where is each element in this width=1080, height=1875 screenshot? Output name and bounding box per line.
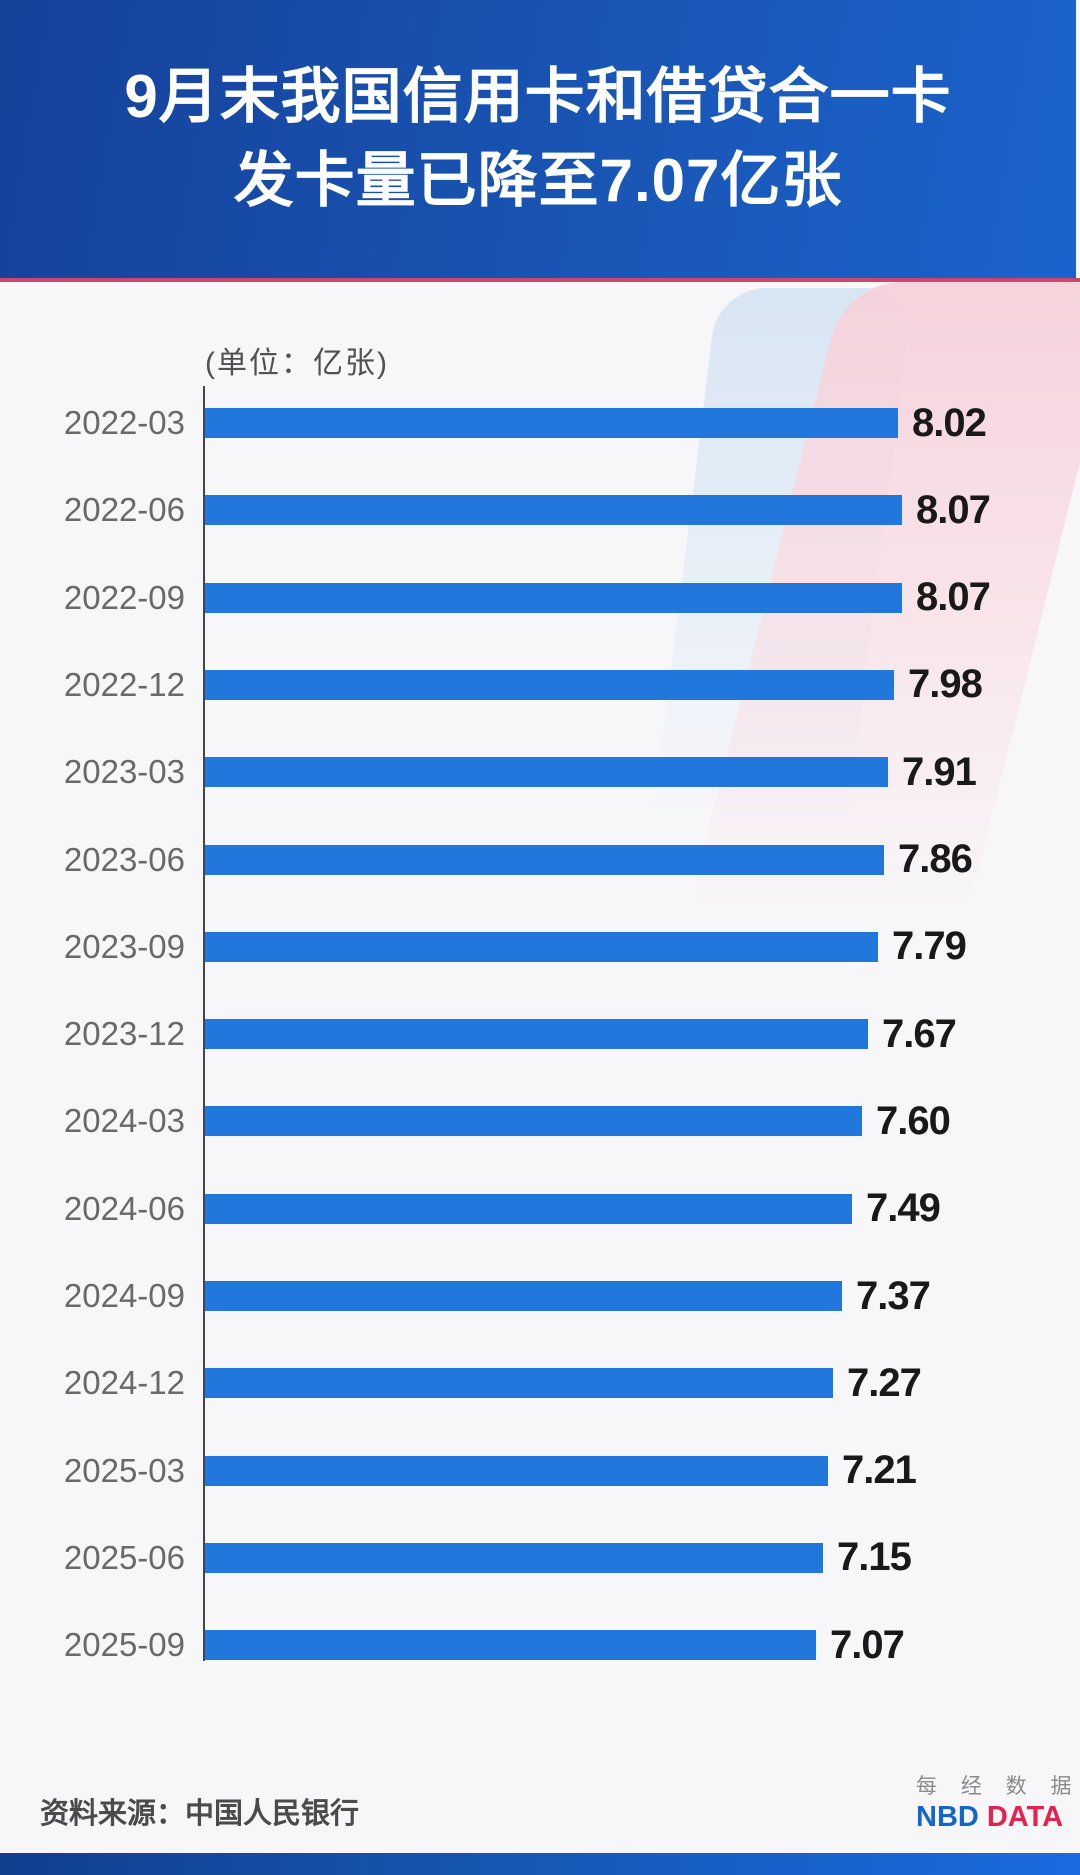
chart-row: 2022-12 7.98 <box>0 662 1080 707</box>
bar <box>205 1106 862 1137</box>
value-label: 8.07 <box>916 487 991 532</box>
bar <box>205 669 894 700</box>
category-label: 2023-12 <box>63 1015 185 1053</box>
bar <box>205 408 898 438</box>
page-title-line1: 9月末我国信用卡和借贷合一卡 <box>124 63 952 130</box>
bar <box>205 1368 833 1399</box>
value-label: 7.98 <box>908 662 983 707</box>
category-label: 2024-06 <box>63 1189 185 1227</box>
category-label: 2023-03 <box>63 753 185 791</box>
category-label: 2025-09 <box>63 1626 185 1664</box>
value-label: 8.07 <box>916 575 991 620</box>
chart-row: 2025-03 7.21 <box>0 1448 1080 1493</box>
bar <box>205 1630 816 1661</box>
bar <box>205 1455 828 1486</box>
logo-english-text: NBD DATA <box>916 1800 1066 1834</box>
chart-row: 2023-03 7.91 <box>0 750 1080 794</box>
category-label: 2024-03 <box>63 1102 185 1140</box>
value-label: 7.27 <box>847 1360 922 1405</box>
bar <box>205 495 902 526</box>
category-label: 2023-09 <box>63 927 185 965</box>
header-banner: 9月末我国信用卡和借贷合一卡 发卡量已降至7.07亿张 <box>0 0 1076 278</box>
value-label: 7.60 <box>876 1098 951 1143</box>
chart-row: 2024-09 7.37 <box>0 1274 1080 1318</box>
value-label: 7.67 <box>882 1011 957 1056</box>
bottom-accent-strip <box>0 1853 1080 1875</box>
chart-row: 2023-09 7.79 <box>0 924 1080 969</box>
category-label: 2022-09 <box>63 578 185 616</box>
logo-nbd-text: NBD <box>916 1801 979 1833</box>
chart-row: 2025-06 7.15 <box>0 1535 1080 1580</box>
category-label: 2025-03 <box>63 1451 185 1489</box>
chart-y-axis-line <box>203 386 205 1661</box>
category-label: 2022-06 <box>63 491 185 529</box>
value-label: 7.07 <box>830 1622 905 1667</box>
chart-row: 2024-12 7.27 <box>0 1361 1080 1405</box>
value-label: 7.37 <box>856 1273 931 1318</box>
chart-row: 2022-03 8.02 <box>0 401 1080 445</box>
category-label: 2025-06 <box>63 1538 185 1576</box>
logo-data-text: DATA <box>986 1801 1064 1833</box>
bar <box>205 757 888 788</box>
value-label: 7.49 <box>866 1186 941 1231</box>
bar <box>205 1281 842 1311</box>
chart-row: 2022-06 8.07 <box>0 488 1080 532</box>
value-label: 7.21 <box>842 1448 917 1493</box>
bar <box>205 931 878 962</box>
bar <box>205 1542 823 1573</box>
logo-chinese-text: 每 经 数 据© <box>916 1774 1072 1800</box>
bar <box>205 1193 852 1224</box>
value-label: 7.79 <box>892 924 967 969</box>
chart-unit-label: (单位：亿张) <box>205 347 389 380</box>
chart-row: 2023-12 7.67 <box>0 1012 1080 1056</box>
value-label: 8.02 <box>912 400 987 445</box>
chart-row: 2023-06 7.86 <box>0 837 1080 882</box>
category-label: 2023-06 <box>63 840 185 878</box>
category-label: 2022-03 <box>63 404 185 441</box>
bar <box>205 1019 868 1050</box>
category-label: 2024-09 <box>63 1277 185 1314</box>
logo-cn-chars: 每 经 数 据 <box>916 1775 1080 1798</box>
value-label: 7.15 <box>837 1535 912 1580</box>
data-source-text: 资料来源：中国人民银行 <box>40 1798 360 1830</box>
chart-row: 2022-09 8.07 <box>0 575 1080 620</box>
page-title-line2: 发卡量已降至7.07亿张 <box>233 147 843 214</box>
chart-row: 2025-09 7.07 <box>0 1623 1080 1667</box>
category-label: 2024-12 <box>63 1364 185 1402</box>
chart-row: 2024-03 7.60 <box>0 1099 1080 1143</box>
bar <box>205 582 902 613</box>
category-label: 2022-12 <box>63 665 185 703</box>
header-red-divider <box>0 278 1080 282</box>
bar <box>205 844 884 875</box>
chart-row: 2024-06 7.49 <box>0 1186 1080 1231</box>
value-label: 7.91 <box>902 749 977 794</box>
value-label: 7.86 <box>898 837 973 881</box>
